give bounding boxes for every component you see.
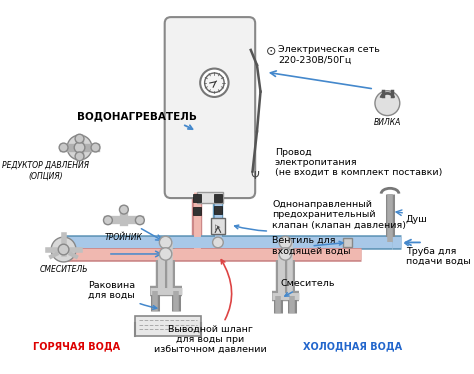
Circle shape xyxy=(67,135,92,160)
Text: ГОРЯЧАЯ ВОДА: ГОРЯЧАЯ ВОДА xyxy=(33,341,119,351)
Text: ХОЛОДНАЯ ВОДА: ХОЛОДНАЯ ВОДА xyxy=(303,341,402,351)
Text: ВИЛКА: ВИЛКА xyxy=(374,118,401,127)
Circle shape xyxy=(58,244,69,255)
Text: Однонаправленный
предохранительный
клапан (клапан давления): Однонаправленный предохранительный клапа… xyxy=(235,200,406,231)
Circle shape xyxy=(213,237,223,248)
Bar xyxy=(343,238,352,247)
Bar xyxy=(197,192,223,202)
Circle shape xyxy=(75,134,84,143)
Circle shape xyxy=(103,216,112,225)
Text: СМЕСИТЕЛЬ: СМЕСИТЕЛЬ xyxy=(39,265,88,274)
Bar xyxy=(192,194,201,202)
Text: ТРОЙНИК: ТРОЙНИК xyxy=(105,233,143,242)
Text: Провод
электропитания
(не входит в комплект поставки): Провод электропитания (не входит в компл… xyxy=(275,147,442,177)
Text: ▷: ▷ xyxy=(215,224,220,230)
Bar xyxy=(214,194,222,202)
Text: Вентиль для
входящей воды: Вентиль для входящей воды xyxy=(272,236,351,255)
Circle shape xyxy=(51,237,76,262)
Circle shape xyxy=(91,143,100,152)
FancyBboxPatch shape xyxy=(164,17,255,198)
Text: Выводной шланг
для воды при
избыточном давлении: Выводной шланг для воды при избыточном д… xyxy=(154,260,266,355)
Text: РЕДУКТОР ДАВЛЕНИЯ
(ОПЦИЯ): РЕДУКТОР ДАВЛЕНИЯ (ОПЦИЯ) xyxy=(2,161,89,180)
Circle shape xyxy=(159,248,172,260)
Circle shape xyxy=(375,91,400,116)
Circle shape xyxy=(159,236,172,249)
Text: Труба для
подачи воды: Труба для подачи воды xyxy=(405,242,471,266)
Circle shape xyxy=(205,73,224,92)
Bar xyxy=(214,206,222,214)
Circle shape xyxy=(119,205,128,214)
Text: ⊙: ⊙ xyxy=(266,46,276,58)
Circle shape xyxy=(74,142,85,153)
Text: Ψ: Ψ xyxy=(250,171,259,181)
Text: Душ: Душ xyxy=(405,215,427,224)
Circle shape xyxy=(136,216,144,225)
Text: Раковина
для воды: Раковина для воды xyxy=(89,280,157,309)
Bar xyxy=(135,316,201,335)
Bar xyxy=(211,218,225,234)
Circle shape xyxy=(279,236,292,249)
Circle shape xyxy=(279,248,292,260)
Text: ВОДОНАГРЕВАТЕЛЬ: ВОДОНАГРЕВАТЕЛЬ xyxy=(77,111,197,129)
Circle shape xyxy=(59,143,68,152)
Circle shape xyxy=(75,152,84,161)
Text: Электрическая сеть
220-230В/50Гц: Электрическая сеть 220-230В/50Гц xyxy=(278,46,380,65)
Text: Смеситель: Смеситель xyxy=(281,279,336,296)
Circle shape xyxy=(200,68,228,97)
Bar xyxy=(192,208,201,215)
